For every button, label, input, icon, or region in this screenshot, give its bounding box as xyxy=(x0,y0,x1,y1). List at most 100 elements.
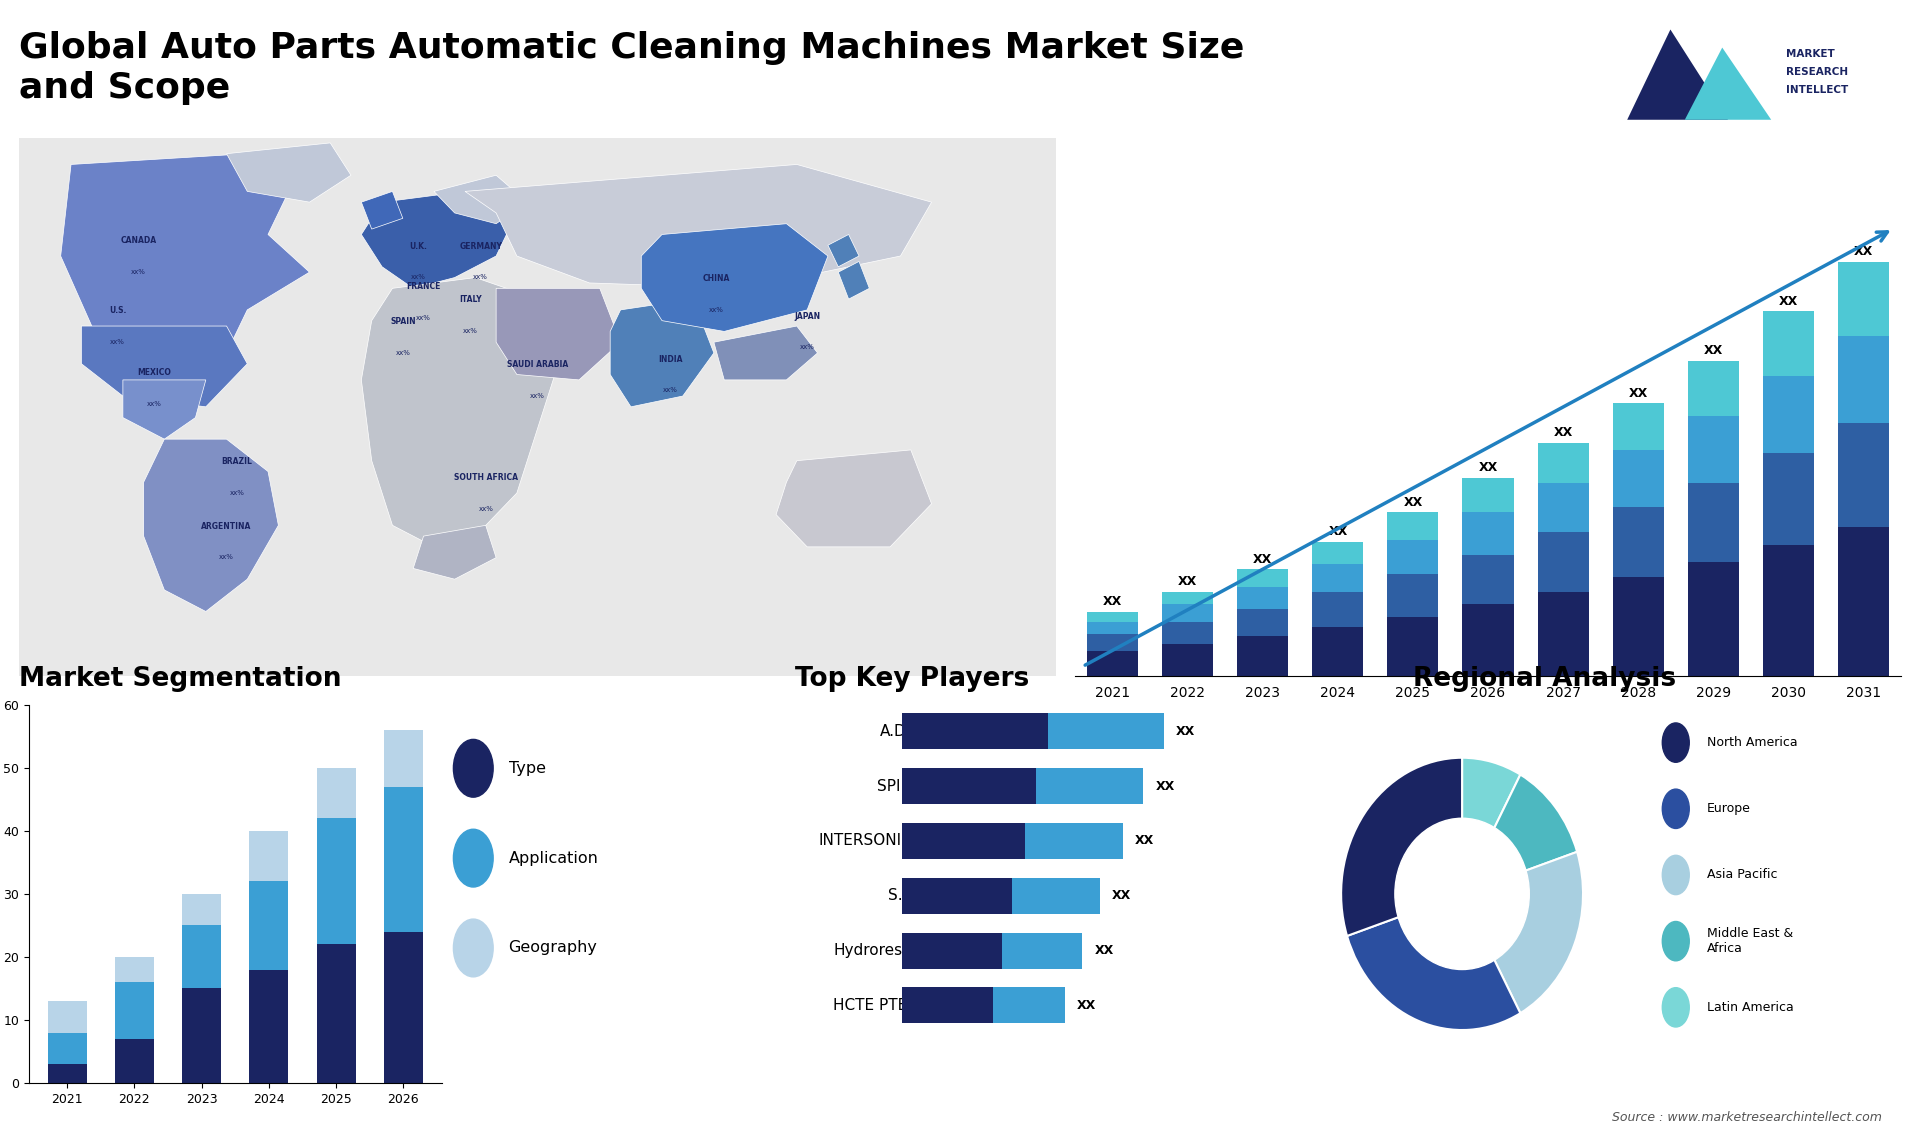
Text: XX: XX xyxy=(1094,944,1114,957)
Text: HCTE PTE.: HCTE PTE. xyxy=(833,998,912,1013)
Text: S.I.: S.I. xyxy=(887,888,912,903)
Text: North America: North America xyxy=(1707,736,1797,749)
Text: XX: XX xyxy=(1179,575,1198,588)
FancyBboxPatch shape xyxy=(902,713,1164,749)
Text: SPAIN: SPAIN xyxy=(390,317,415,325)
Bar xyxy=(1613,450,1663,508)
Bar xyxy=(1388,540,1438,574)
Bar xyxy=(1463,555,1513,604)
Bar xyxy=(115,982,154,1038)
Polygon shape xyxy=(361,191,516,289)
Bar xyxy=(250,831,288,881)
Text: Latin America: Latin America xyxy=(1707,1000,1793,1014)
Bar xyxy=(182,988,221,1083)
Polygon shape xyxy=(361,277,559,547)
Bar xyxy=(1087,621,1139,634)
Text: A.D.: A.D. xyxy=(881,724,912,739)
Polygon shape xyxy=(434,175,528,223)
Bar xyxy=(1236,610,1288,636)
Bar xyxy=(1463,512,1513,555)
Bar xyxy=(115,1038,154,1083)
Text: xx%: xx% xyxy=(708,307,724,313)
Bar xyxy=(48,1002,86,1033)
Bar xyxy=(1087,634,1139,651)
Bar xyxy=(1763,376,1814,453)
FancyBboxPatch shape xyxy=(1002,933,1083,968)
FancyBboxPatch shape xyxy=(993,988,1066,1023)
Polygon shape xyxy=(123,380,205,439)
Bar xyxy=(182,894,221,926)
Circle shape xyxy=(453,739,493,798)
Text: INTELLECT: INTELLECT xyxy=(1786,85,1847,95)
Text: BRAZIL: BRAZIL xyxy=(221,457,252,466)
Text: Middle East &
Africa: Middle East & Africa xyxy=(1707,927,1793,955)
Bar xyxy=(1313,591,1363,627)
Text: xx%: xx% xyxy=(417,315,430,321)
Wedge shape xyxy=(1463,851,1582,1013)
Text: Regional Analysis: Regional Analysis xyxy=(1413,666,1676,692)
FancyBboxPatch shape xyxy=(1037,768,1142,804)
Text: xx%: xx% xyxy=(109,339,125,345)
Bar xyxy=(1236,570,1288,587)
Bar xyxy=(48,1033,86,1063)
Polygon shape xyxy=(144,439,278,612)
Bar xyxy=(1236,587,1288,610)
Text: U.S.: U.S. xyxy=(109,306,127,315)
Text: xx%: xx% xyxy=(411,274,426,281)
Circle shape xyxy=(1663,723,1690,762)
Text: Asia Pacific: Asia Pacific xyxy=(1707,869,1778,881)
Bar xyxy=(1313,565,1363,591)
Circle shape xyxy=(1394,818,1528,970)
Text: Global Auto Parts Automatic Cleaning Machines Market Size
and Scope: Global Auto Parts Automatic Cleaning Mac… xyxy=(19,31,1244,105)
Circle shape xyxy=(1663,921,1690,960)
Bar xyxy=(250,970,288,1083)
Text: XX: XX xyxy=(1329,526,1348,539)
Circle shape xyxy=(1663,855,1690,895)
Polygon shape xyxy=(81,325,248,407)
Text: ARGENTINA: ARGENTINA xyxy=(202,521,252,531)
Bar xyxy=(1313,627,1363,676)
Text: xx%: xx% xyxy=(463,328,478,335)
Bar xyxy=(1688,416,1740,482)
Bar xyxy=(317,768,355,818)
Text: Application: Application xyxy=(509,850,599,865)
Text: Top Key Players: Top Key Players xyxy=(795,666,1029,692)
Wedge shape xyxy=(1463,775,1576,894)
Bar xyxy=(1688,361,1740,416)
FancyBboxPatch shape xyxy=(902,988,1066,1023)
Polygon shape xyxy=(1628,30,1728,120)
Text: Source : www.marketresearchintellect.com: Source : www.marketresearchintellect.com xyxy=(1611,1110,1882,1124)
FancyBboxPatch shape xyxy=(902,933,1083,968)
Bar xyxy=(1313,542,1363,565)
Text: xx%: xx% xyxy=(472,274,488,281)
Bar xyxy=(1162,621,1213,644)
Bar xyxy=(384,730,422,786)
FancyBboxPatch shape xyxy=(19,138,1056,676)
Text: INDIA: INDIA xyxy=(659,355,684,363)
Polygon shape xyxy=(839,261,870,299)
Bar xyxy=(1837,423,1889,527)
Text: XX: XX xyxy=(1553,426,1572,439)
Bar xyxy=(1538,591,1588,676)
Bar xyxy=(1538,442,1588,482)
Bar xyxy=(1463,478,1513,512)
Text: XX: XX xyxy=(1778,295,1797,308)
Text: xx%: xx% xyxy=(146,401,161,407)
Text: CANADA: CANADA xyxy=(121,236,157,245)
Text: Type: Type xyxy=(509,761,545,776)
Text: xx%: xx% xyxy=(530,393,545,399)
Bar xyxy=(1388,512,1438,540)
Text: SOUTH AFRICA: SOUTH AFRICA xyxy=(453,473,518,482)
Polygon shape xyxy=(641,223,828,331)
Circle shape xyxy=(453,830,493,887)
Bar xyxy=(384,786,422,932)
Text: RESEARCH: RESEARCH xyxy=(1786,66,1847,77)
Polygon shape xyxy=(1686,47,1770,120)
Polygon shape xyxy=(776,450,931,547)
Bar xyxy=(384,932,422,1083)
Polygon shape xyxy=(413,525,495,579)
Text: U.K.: U.K. xyxy=(409,242,428,251)
Bar xyxy=(1613,403,1663,450)
Bar xyxy=(1388,617,1438,676)
Text: Market Segmentation: Market Segmentation xyxy=(19,666,342,692)
